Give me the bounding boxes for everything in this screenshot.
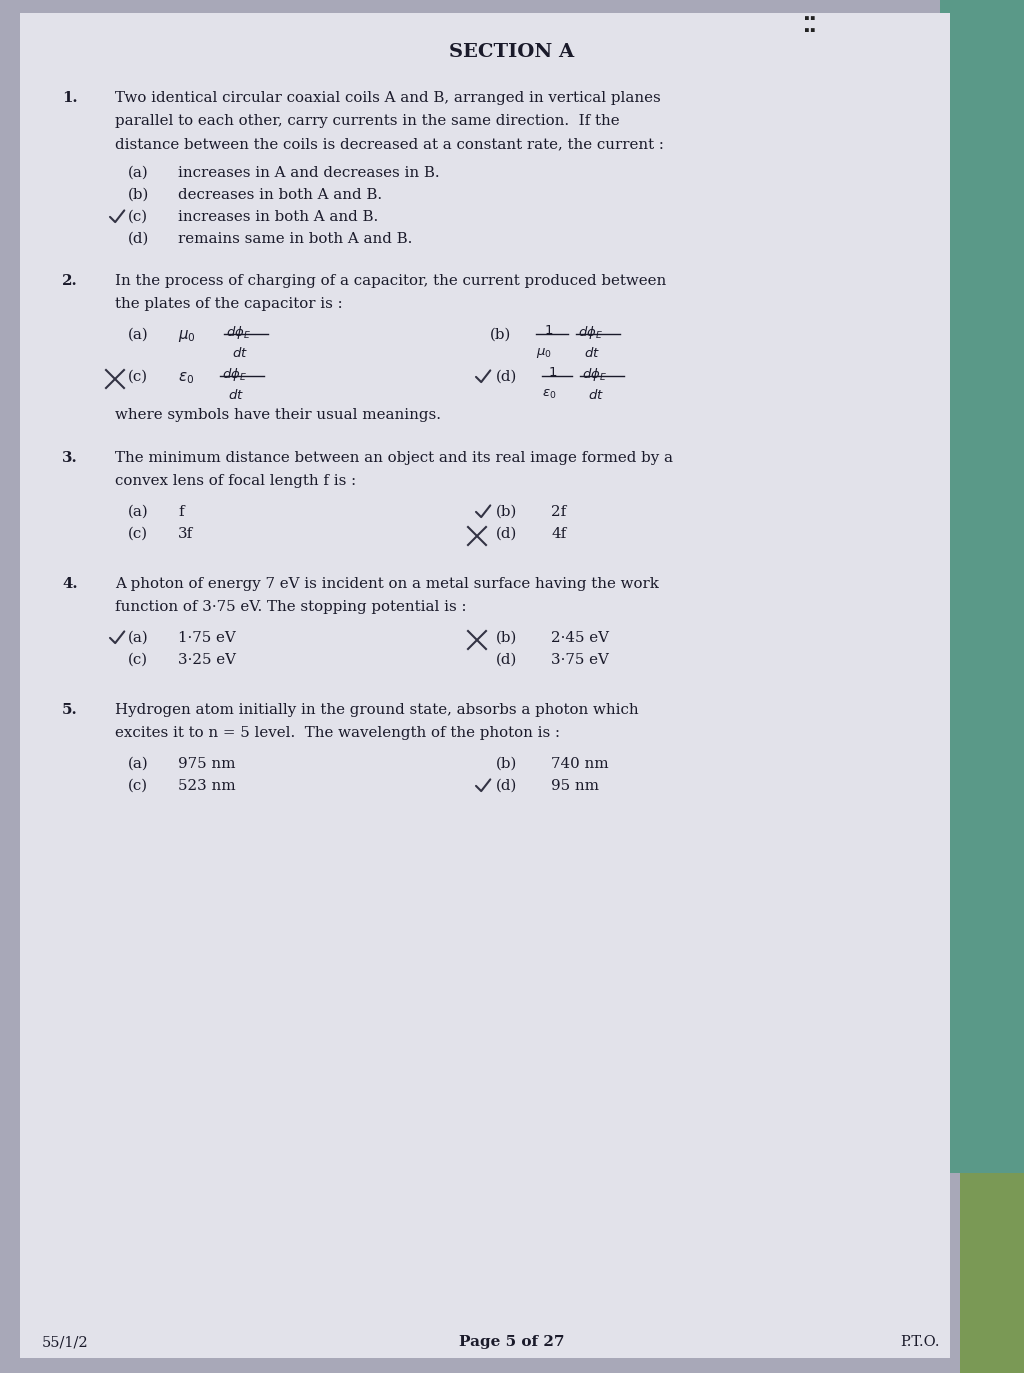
Text: 4.: 4. [62, 577, 78, 590]
Text: f: f [178, 505, 183, 519]
Text: (d): (d) [496, 778, 517, 794]
Text: $dt$: $dt$ [232, 346, 248, 360]
Text: 3·25 eV: 3·25 eV [178, 654, 236, 667]
Text: Two identical circular coaxial coils A and B, arranged in vertical planes: Two identical circular coaxial coils A a… [115, 91, 660, 104]
Text: function of 3·75 eV. The stopping potential is :: function of 3·75 eV. The stopping potent… [115, 600, 467, 614]
Text: $d\phi_E$: $d\phi_E$ [578, 324, 603, 341]
Text: 523 nm: 523 nm [178, 778, 236, 794]
Text: 975 nm: 975 nm [178, 757, 236, 772]
Text: (c): (c) [128, 654, 148, 667]
Text: 1·75 eV: 1·75 eV [178, 632, 236, 645]
Text: (b): (b) [496, 505, 517, 519]
Text: 4f: 4f [551, 527, 566, 541]
Text: 3.: 3. [62, 450, 78, 465]
Text: (b): (b) [496, 757, 517, 772]
Text: (d): (d) [496, 527, 517, 541]
Text: excites it to n = 5 level.  The wavelength of the photon is :: excites it to n = 5 level. The wavelengt… [115, 726, 560, 740]
Text: (a): (a) [128, 328, 148, 342]
Text: 3·75 eV: 3·75 eV [551, 654, 609, 667]
Text: 2.: 2. [62, 275, 78, 288]
Text: where symbols have their usual meanings.: where symbols have their usual meanings. [115, 408, 441, 422]
Text: 5.: 5. [62, 703, 78, 717]
Text: the plates of the capacitor is :: the plates of the capacitor is : [115, 297, 343, 312]
Text: 55/1/2: 55/1/2 [42, 1335, 89, 1350]
Text: Hydrogen atom initially in the ground state, absorbs a photon which: Hydrogen atom initially in the ground st… [115, 703, 639, 717]
Text: (c): (c) [128, 527, 148, 541]
Text: $d\phi_E$: $d\phi_E$ [582, 367, 607, 383]
Text: ▪▪
▪▪: ▪▪ ▪▪ [804, 12, 816, 34]
Text: remains same in both A and B.: remains same in both A and B. [178, 232, 413, 246]
Text: (b): (b) [128, 188, 150, 202]
Text: (a): (a) [128, 757, 148, 772]
Text: P.T.O.: P.T.O. [900, 1335, 939, 1350]
Text: (d): (d) [496, 654, 517, 667]
Text: (a): (a) [128, 632, 148, 645]
Text: $\mu_0$: $\mu_0$ [178, 328, 196, 345]
Text: increases in A and decreases in B.: increases in A and decreases in B. [178, 166, 439, 180]
Text: (c): (c) [128, 778, 148, 794]
Text: (a): (a) [128, 166, 148, 180]
Text: (a): (a) [128, 505, 148, 519]
Text: (c): (c) [128, 369, 148, 384]
Text: (b): (b) [490, 328, 511, 342]
Text: (c): (c) [128, 210, 148, 224]
Text: $d\phi_E$: $d\phi_E$ [226, 324, 251, 341]
Text: 95 nm: 95 nm [551, 778, 599, 794]
Text: $d\phi_E$: $d\phi_E$ [222, 367, 247, 383]
Text: convex lens of focal length f is :: convex lens of focal length f is : [115, 474, 356, 487]
Text: 2f: 2f [551, 505, 566, 519]
Text: 740 nm: 740 nm [551, 757, 608, 772]
Bar [961, 0, 1024, 1373]
Text: 2·45 eV: 2·45 eV [551, 632, 609, 645]
Text: The minimum distance between an object and its real image formed by a: The minimum distance between an object a… [115, 450, 673, 465]
Text: SECTION A: SECTION A [450, 43, 574, 60]
Text: A photon of energy 7 eV is incident on a metal surface having the work: A photon of energy 7 eV is incident on a… [115, 577, 658, 590]
Text: 3f: 3f [178, 527, 194, 541]
Text: $\mu_0$: $\mu_0$ [536, 346, 552, 360]
Text: $1$: $1$ [544, 324, 553, 336]
Text: In the process of charging of a capacitor, the current produced between: In the process of charging of a capacito… [115, 275, 667, 288]
Text: (b): (b) [496, 632, 517, 645]
Text: increases in both A and B.: increases in both A and B. [178, 210, 378, 224]
Text: parallel to each other, carry currents in the same direction.  If the: parallel to each other, carry currents i… [115, 114, 620, 128]
Text: (d): (d) [496, 369, 517, 384]
Text: $1$: $1$ [548, 367, 557, 379]
FancyBboxPatch shape [20, 12, 950, 1358]
Text: decreases in both A and B.: decreases in both A and B. [178, 188, 382, 202]
Text: $dt$: $dt$ [588, 389, 604, 402]
Bar [940, 0, 1024, 1173]
Text: $dt$: $dt$ [584, 346, 600, 360]
Text: $dt$: $dt$ [228, 389, 244, 402]
Text: $\varepsilon_0$: $\varepsilon_0$ [542, 389, 556, 401]
Text: distance between the coils is decreased at a constant rate, the current :: distance between the coils is decreased … [115, 137, 664, 151]
Text: Page 5 of 27: Page 5 of 27 [459, 1335, 565, 1350]
Text: 1.: 1. [62, 91, 78, 104]
Text: (d): (d) [128, 232, 150, 246]
Text: $\varepsilon_0$: $\varepsilon_0$ [178, 369, 195, 386]
